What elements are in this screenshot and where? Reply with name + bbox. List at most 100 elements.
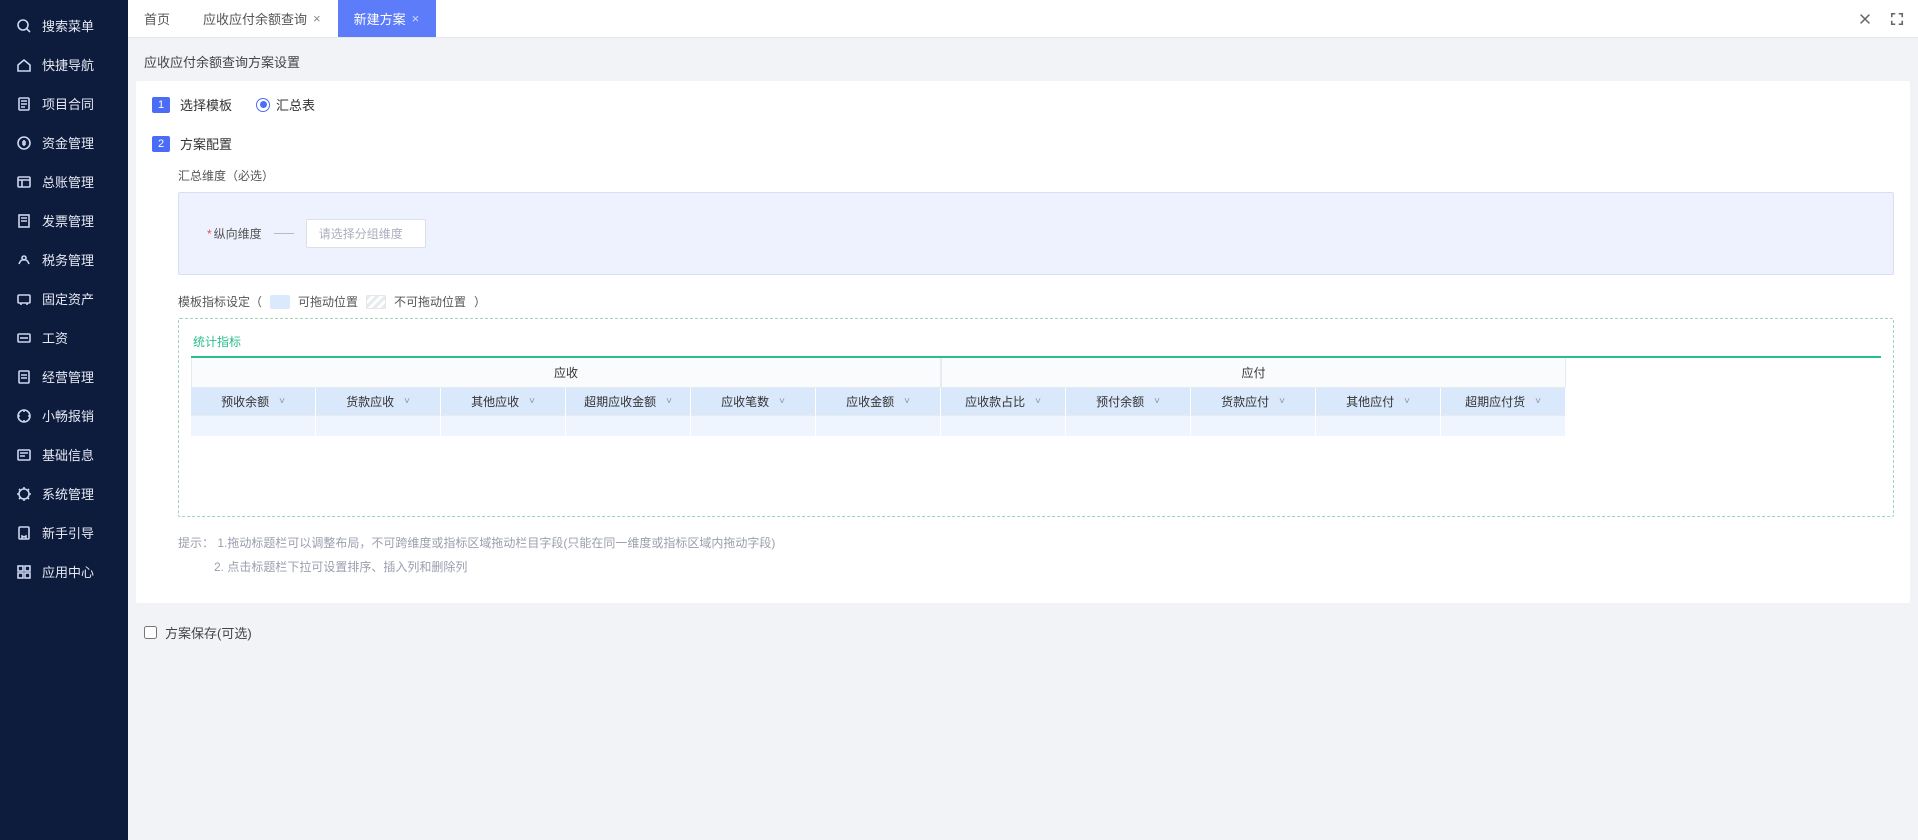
indicator-blank-cell xyxy=(441,416,566,436)
step-2-label: 方案配置 xyxy=(180,134,232,153)
sidebar-item-guide[interactable]: 新手引导 xyxy=(0,513,128,552)
column-label: 其他应付 xyxy=(1346,393,1394,410)
step-2-num: 2 xyxy=(152,136,170,152)
sidebar-item-tax[interactable]: 税务管理 xyxy=(0,240,128,279)
column-label: 预付余额 xyxy=(1096,393,1144,410)
indicator-blank-cell xyxy=(816,416,941,436)
step-2: 2 方案配置 xyxy=(152,134,1894,153)
indicator-column-header[interactable]: 预收余额˅ xyxy=(191,388,316,416)
indicator-column-header[interactable]: 应收金额˅ xyxy=(816,388,941,416)
sidebar-item-label: 资金管理 xyxy=(42,133,94,152)
indicator-blank-cell xyxy=(316,416,441,436)
sidebar-item-ledger[interactable]: 总账管理 xyxy=(0,162,128,201)
invoice-icon xyxy=(16,213,32,229)
asset-icon xyxy=(16,291,32,307)
chevron-down-icon: ˅ xyxy=(279,396,285,407)
column-label: 货款应收 xyxy=(346,393,394,410)
chevron-down-icon: ˅ xyxy=(779,396,785,407)
sidebar-item-search[interactable]: 搜索菜单 xyxy=(0,6,128,45)
sidebar-item-system[interactable]: 系统管理 xyxy=(0,474,128,513)
indicator-group-header: 应收 xyxy=(191,358,941,388)
sidebar-item-home[interactable]: 快捷导航 xyxy=(0,45,128,84)
legend-prefix: 模板指标设定（ xyxy=(178,293,262,310)
template-radio-label: 汇总表 xyxy=(276,95,315,114)
indicator-blank-cell xyxy=(566,416,691,436)
legend-nodrag-label: 不可拖动位置 xyxy=(394,293,466,310)
fullscreen-icon[interactable] xyxy=(1886,8,1908,30)
chevron-down-icon: ˅ xyxy=(904,396,910,407)
sidebar-item-label: 总账管理 xyxy=(42,172,94,191)
save-checkbox[interactable] xyxy=(144,626,157,639)
page-title: 应收应付余额查询方案设置 xyxy=(128,38,1918,81)
indicator-column-header[interactable]: 货款应付 ˅ xyxy=(1191,388,1316,416)
dash-icon xyxy=(274,233,294,234)
nondraggable-swatch-icon xyxy=(366,295,386,309)
money-icon xyxy=(16,135,32,151)
indicator-column-header[interactable]: 应收笔数˅ xyxy=(691,388,816,416)
salary-icon xyxy=(16,330,32,346)
tab[interactable]: 新建方案× xyxy=(338,0,437,37)
tab[interactable]: 应收应付余额查询× xyxy=(187,0,338,37)
close-icon[interactable] xyxy=(1854,8,1876,30)
sidebar-item-label: 经营管理 xyxy=(42,367,94,386)
sidebar-item-doc[interactable]: 项目合同 xyxy=(0,84,128,123)
save-row: 方案保存(可选) xyxy=(144,623,1918,642)
tab-close-icon[interactable]: × xyxy=(313,11,321,26)
sidebar-item-label: 发票管理 xyxy=(42,211,94,230)
chevron-down-icon: ˅ xyxy=(529,396,535,407)
tab-close-icon[interactable]: × xyxy=(412,11,420,26)
sidebar-item-asset[interactable]: 固定资产 xyxy=(0,279,128,318)
radio-dot-icon xyxy=(256,98,270,112)
sidebar-item-label: 搜索菜单 xyxy=(42,16,94,35)
chevron-down-icon: ˅ xyxy=(1035,396,1041,407)
sidebar-item-apps[interactable]: 应用中心 xyxy=(0,552,128,591)
indicator-blank-cell xyxy=(691,416,816,436)
hint-line-1: 1.拖动标题栏可以调整布局，不可跨维度或指标区域拖动栏目字段(只能在同一维度或指… xyxy=(217,536,775,550)
system-icon xyxy=(16,486,32,502)
indicator-column-header[interactable]: 应收款占比˅ xyxy=(941,388,1066,416)
dimension-box: *纵向维度 请选择分组维度 xyxy=(178,192,1894,275)
hint-line-2: 2. 点击标题栏下拉可设置排序、插入列和删除列 xyxy=(214,560,467,574)
hint-prefix: 提示： xyxy=(178,536,214,550)
indicator-blank-cell xyxy=(191,416,316,436)
indicator-column-header[interactable]: 其他应付 ˅ xyxy=(1316,388,1441,416)
sidebar-item-biz[interactable]: 经营管理 xyxy=(0,357,128,396)
column-label: 超期应付货 xyxy=(1465,393,1525,410)
sidebar-item-reimburse[interactable]: 小畅报销 xyxy=(0,396,128,435)
column-label: 其他应收 xyxy=(471,393,519,410)
template-radio-summary[interactable]: 汇总表 xyxy=(256,95,315,114)
sidebar-item-salary[interactable]: 工资 xyxy=(0,318,128,357)
indicator-column-header[interactable]: 货款应收 ˅ xyxy=(316,388,441,416)
apps-icon xyxy=(16,564,32,580)
indicator-blank-cell xyxy=(1441,416,1566,436)
dimension-select[interactable]: 请选择分组维度 xyxy=(306,219,426,248)
chevron-down-icon: ˅ xyxy=(404,396,410,407)
doc-icon xyxy=(16,96,32,112)
chevron-down-icon: ˅ xyxy=(1154,396,1160,407)
guide-icon xyxy=(16,525,32,541)
indicator-legend: 模板指标设定（ 可拖动位置 不可拖动位置 ） xyxy=(178,293,1894,310)
column-label: 超期应收金额 xyxy=(584,393,656,410)
dimension-section-label: 汇总维度（必选） xyxy=(178,167,1894,184)
chevron-down-icon: ˅ xyxy=(1404,396,1410,407)
sidebar-item-label: 税务管理 xyxy=(42,250,94,269)
indicator-column-header[interactable]: 超期应收金额 ˅ xyxy=(566,388,691,416)
column-label: 货款应付 xyxy=(1221,393,1269,410)
tab[interactable]: 首页 xyxy=(128,0,187,37)
reimburse-icon xyxy=(16,408,32,424)
chevron-down-icon: ˅ xyxy=(1279,396,1285,407)
indicator-column-header[interactable]: 预付余额 ˅ xyxy=(1066,388,1191,416)
indicator-blank-cell xyxy=(1066,416,1191,436)
indicator-title: 统计指标 xyxy=(193,333,1881,350)
sidebar-item-label: 项目合同 xyxy=(42,94,94,113)
sidebar-item-label: 工资 xyxy=(42,328,68,347)
step-1: 1 选择模板 汇总表 xyxy=(152,95,1894,114)
sidebar-item-label: 快捷导航 xyxy=(42,55,94,74)
sidebar-item-invoice[interactable]: 发票管理 xyxy=(0,201,128,240)
sidebar-item-money[interactable]: 资金管理 xyxy=(0,123,128,162)
sidebar-item-info[interactable]: 基础信息 xyxy=(0,435,128,474)
chevron-down-icon: ˅ xyxy=(666,396,672,407)
indicator-column-header[interactable]: 超期应付货˅ xyxy=(1441,388,1566,416)
info-icon xyxy=(16,447,32,463)
indicator-column-header[interactable]: 其他应收 ˅ xyxy=(441,388,566,416)
